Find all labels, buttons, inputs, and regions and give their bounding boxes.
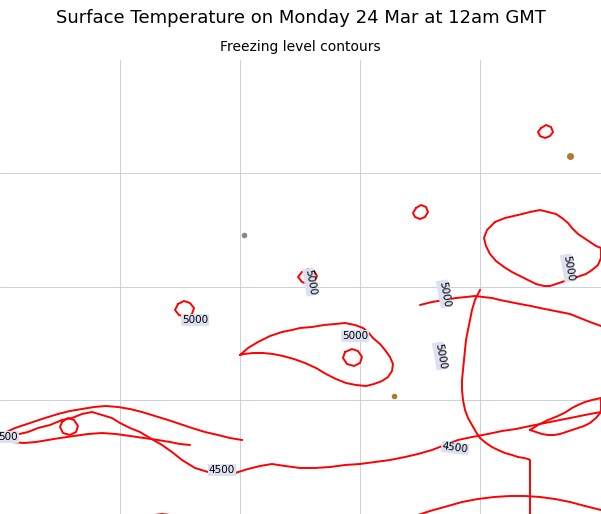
Text: 5000: 5000 bbox=[303, 268, 317, 296]
Text: 4500: 4500 bbox=[441, 441, 469, 455]
Text: 4500: 4500 bbox=[209, 465, 235, 475]
Text: Freezing level contours: Freezing level contours bbox=[220, 40, 381, 54]
Text: 5000: 5000 bbox=[433, 342, 447, 370]
Text: Surface Temperature on Monday 24 Mar at 12am GMT: Surface Temperature on Monday 24 Mar at … bbox=[55, 9, 546, 27]
Text: 5000: 5000 bbox=[561, 254, 575, 282]
Text: 500: 500 bbox=[0, 432, 18, 442]
Text: 5000: 5000 bbox=[182, 315, 208, 325]
Text: 5000: 5000 bbox=[437, 280, 451, 308]
Text: 5000: 5000 bbox=[342, 331, 368, 341]
